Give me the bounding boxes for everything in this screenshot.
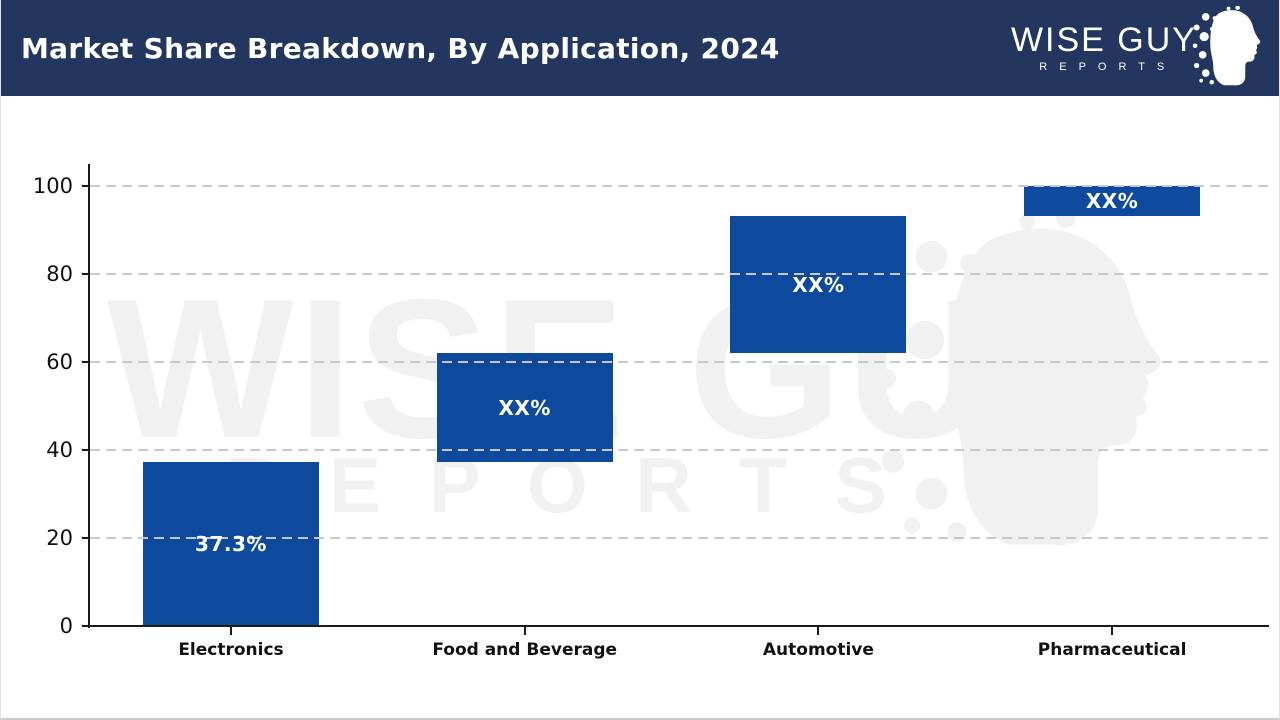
logo-title-text: WISE GUY [1010, 21, 1197, 59]
y-tick-mark [82, 449, 90, 451]
page-title: Market Share Breakdown, By Application, … [21, 31, 780, 65]
header: Market Share Breakdown, By Application, … [1, 0, 1279, 96]
y-tick-mark [82, 273, 90, 275]
wiseguy-logo: WISE GUY R E P O R T S [1011, 6, 1265, 90]
gridline [90, 185, 1273, 187]
y-tick-label: 20 [46, 526, 73, 550]
x-tick-mark [523, 627, 526, 635]
y-tick-label: 80 [46, 262, 73, 286]
waterfall-bar [730, 215, 907, 354]
wiseguy-head-icon [1192, 6, 1261, 86]
gridline [90, 361, 1273, 363]
gridline [90, 449, 1273, 451]
x-tick-mark [230, 627, 232, 635]
category-label: Electronics [178, 640, 284, 660]
gridline [90, 537, 1273, 539]
y-axis-line [88, 164, 90, 628]
bar-value-label: XX% [498, 395, 551, 420]
y-tick-mark [82, 185, 90, 187]
logo-wordmark: WISE GUY R E P O R T S [1011, 23, 1197, 73]
waterfall-bar [143, 461, 319, 626]
y-tick-label: 40 [46, 438, 73, 462]
y-tick-mark [82, 625, 90, 627]
logo-subtitle-text: R E P O R T S [1039, 61, 1169, 73]
x-tick-mark [1111, 627, 1114, 635]
bar-value-label: XX% [1085, 188, 1139, 213]
category-label: Automotive [762, 640, 874, 660]
y-tick-mark [82, 361, 90, 363]
bar-value-label: XX% [792, 272, 845, 297]
y-tick-label: 100 [32, 174, 73, 198]
category-label: Food and Beverage [432, 640, 618, 660]
x-axis-line [84, 625, 1269, 627]
waterfall-bar [436, 353, 613, 462]
waterfall-bar [1024, 186, 1201, 216]
y-tick-mark [82, 537, 90, 539]
x-tick-mark [817, 627, 820, 635]
bar-value-label: 37.3% [195, 531, 267, 556]
category-label: Pharmaceutical [1037, 640, 1187, 660]
y-tick-label: 0 [59, 614, 73, 638]
y-tick-label: 60 [46, 350, 73, 374]
gridline [90, 273, 1273, 275]
